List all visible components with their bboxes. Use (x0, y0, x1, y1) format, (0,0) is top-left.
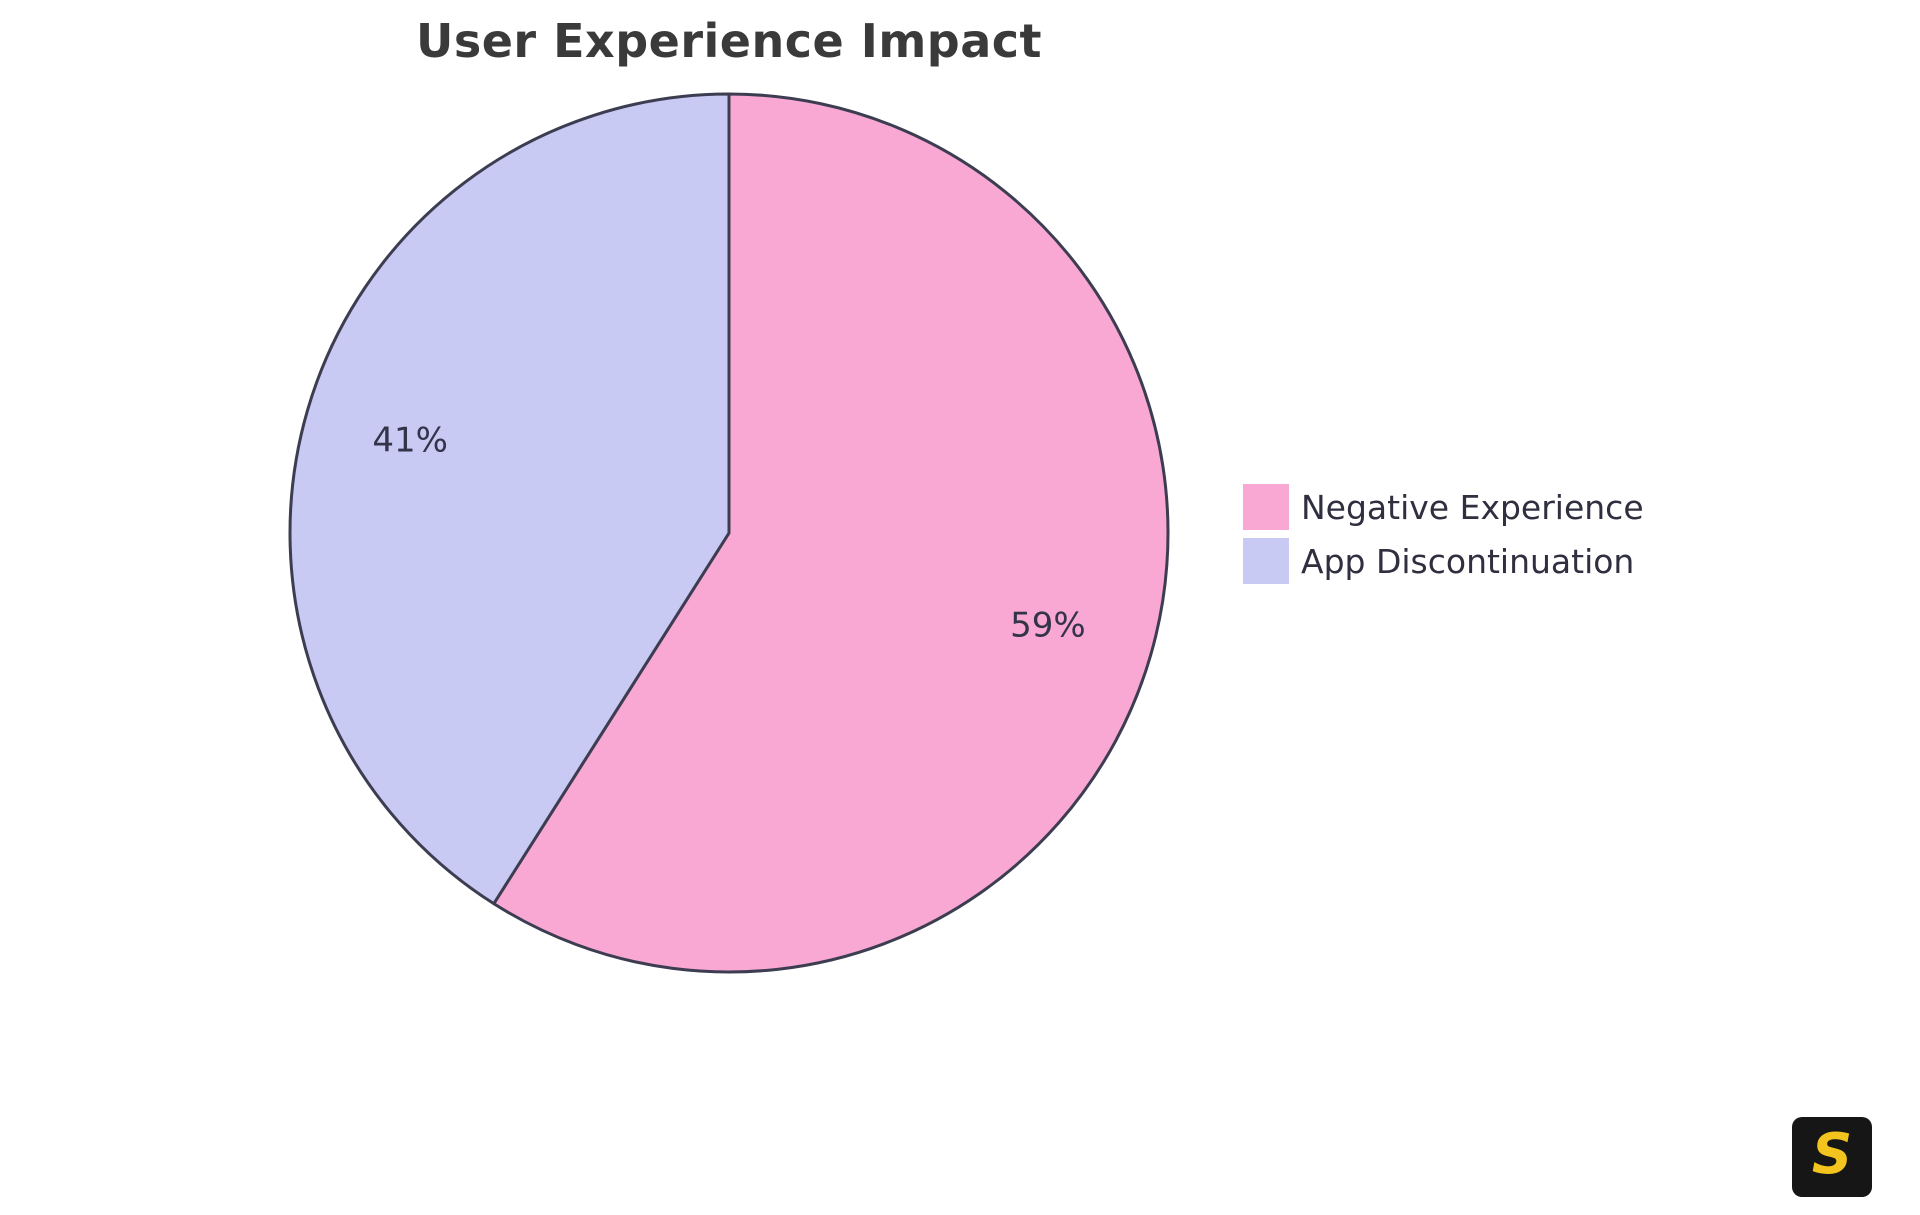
pie-percent-label: 59% (1010, 606, 1086, 646)
legend-item: Negative Experience (1243, 484, 1644, 530)
pie-slice-1 (492, 92, 1170, 974)
legend-item: App Discontinuation (1243, 538, 1644, 584)
brand-logo: S (1792, 1117, 1872, 1197)
legend-swatch (1243, 538, 1289, 584)
legend-label: App Discontinuation (1301, 541, 1635, 581)
pie-chart: 59% 41% (288, 92, 1170, 974)
legend: Negative Experience App Discontinuation (1243, 484, 1644, 584)
chart-title: User Experience Impact (415, 14, 1043, 68)
logo-letter: S (1811, 1122, 1853, 1187)
legend-label: Negative Experience (1301, 487, 1644, 527)
pie-percent-label: 41% (372, 420, 448, 460)
pie-slice-2 (288, 92, 731, 906)
legend-swatch (1243, 484, 1289, 530)
